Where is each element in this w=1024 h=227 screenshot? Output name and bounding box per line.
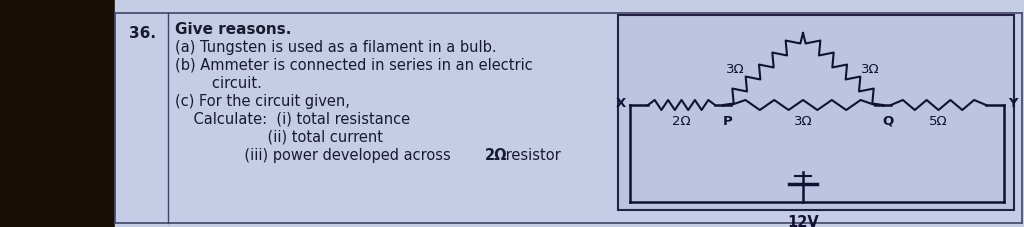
- Text: 12V: 12V: [787, 214, 819, 227]
- Text: P: P: [723, 114, 733, 127]
- Text: Give reasons.: Give reasons.: [175, 22, 292, 37]
- Text: Q: Q: [883, 114, 894, 127]
- Text: (ii) total current: (ii) total current: [175, 129, 383, 144]
- Text: (b) Ammeter is connected in series in an electric: (b) Ammeter is connected in series in an…: [175, 58, 532, 73]
- Text: resistor: resistor: [501, 147, 561, 162]
- Bar: [0, 0, 115, 227]
- Text: 2Ω: 2Ω: [672, 114, 691, 127]
- Text: 3Ω: 3Ω: [861, 63, 880, 76]
- Text: 36.: 36.: [128, 26, 156, 41]
- Text: 5Ω: 5Ω: [929, 114, 948, 127]
- Bar: [115, 0, 1024, 227]
- Text: X: X: [615, 97, 626, 110]
- Text: (c) For the circuit given,: (c) For the circuit given,: [175, 94, 350, 109]
- Text: (a) Tungsten is used as a filament in a bulb.: (a) Tungsten is used as a filament in a …: [175, 40, 497, 55]
- Bar: [618, 16, 1014, 210]
- Text: circuit.: circuit.: [175, 76, 262, 91]
- Text: 3Ω: 3Ω: [726, 63, 745, 76]
- Text: Calculate:  (i) total resistance: Calculate: (i) total resistance: [175, 111, 411, 126]
- Text: Y: Y: [1008, 97, 1018, 110]
- Text: 2Ω: 2Ω: [485, 147, 508, 162]
- Text: (iii) power developed across: (iii) power developed across: [175, 147, 456, 162]
- Text: 3Ω: 3Ω: [794, 114, 812, 127]
